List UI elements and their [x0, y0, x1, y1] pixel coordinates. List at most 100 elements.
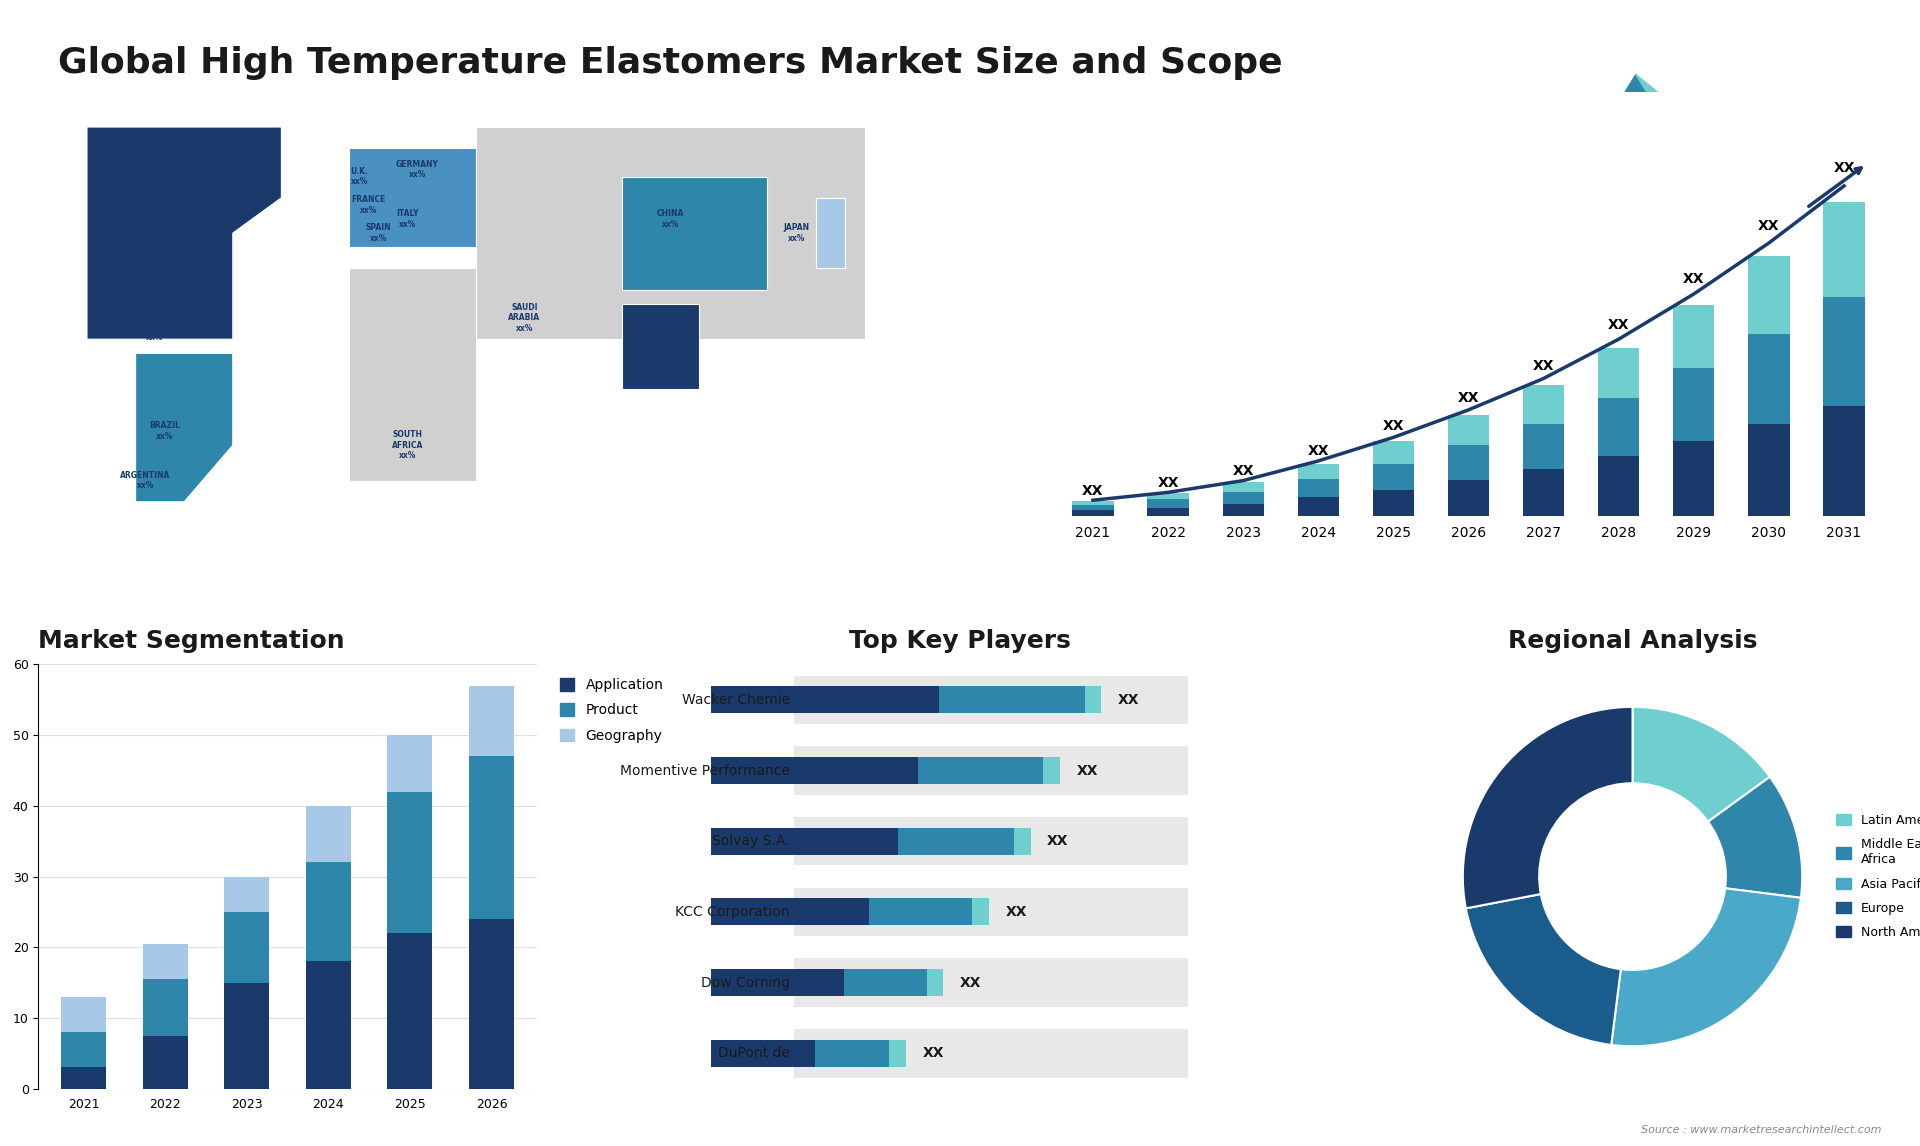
Text: ARGENTINA
xx%: ARGENTINA xx%	[121, 471, 171, 490]
Bar	[1043, 758, 1060, 784]
Text: XX: XX	[1006, 905, 1027, 919]
Bar	[1448, 415, 1490, 445]
Text: KCC Corporation: KCC Corporation	[676, 905, 789, 919]
Bar	[1148, 508, 1188, 516]
Text: XX: XX	[1046, 834, 1069, 848]
Bar	[795, 1029, 1188, 1077]
Bar	[927, 970, 943, 996]
Bar	[225, 912, 269, 982]
Bar	[305, 961, 351, 1089]
Text: U.S.
xx%: U.S. xx%	[117, 237, 134, 257]
Bar	[388, 933, 432, 1089]
Text: SPAIN
xx%: SPAIN xx%	[367, 223, 392, 243]
Bar	[899, 827, 1014, 855]
Bar	[710, 898, 868, 925]
Bar	[61, 997, 106, 1033]
Bar	[1014, 827, 1031, 855]
Bar	[1448, 480, 1490, 516]
Legend: Application, Product, Geography: Application, Product, Geography	[553, 672, 670, 749]
Bar	[1071, 501, 1114, 504]
Text: XX: XX	[1457, 391, 1478, 405]
Text: XX: XX	[1077, 763, 1098, 777]
Bar	[814, 1039, 889, 1067]
Title: Regional Analysis: Regional Analysis	[1507, 629, 1757, 653]
Bar	[1298, 497, 1338, 516]
Polygon shape	[349, 268, 476, 480]
Bar	[1223, 504, 1263, 516]
Bar	[1672, 305, 1715, 368]
Text: Wacker Chemie: Wacker Chemie	[682, 693, 789, 707]
Text: XX: XX	[1607, 319, 1630, 332]
Polygon shape	[622, 304, 699, 388]
Bar	[1672, 441, 1715, 516]
Title: Top Key Players: Top Key Players	[849, 629, 1071, 653]
Wedge shape	[1465, 894, 1620, 1045]
Bar	[61, 1067, 106, 1089]
Bar	[889, 1039, 906, 1067]
Text: MARKET
RESEARCH
INTELLECT: MARKET RESEARCH INTELLECT	[1695, 45, 1761, 81]
Bar	[1298, 479, 1338, 497]
Bar	[142, 1036, 188, 1089]
Text: CANADA
xx%: CANADA xx%	[136, 152, 173, 172]
Text: XX: XX	[1308, 444, 1329, 457]
Text: FRANCE
xx%: FRANCE xx%	[351, 195, 386, 214]
Text: Market Segmentation: Market Segmentation	[38, 629, 346, 653]
Polygon shape	[136, 353, 232, 502]
Bar	[1597, 347, 1640, 398]
Bar	[1523, 385, 1565, 424]
Bar	[710, 686, 939, 713]
Bar	[1824, 406, 1864, 516]
Text: Global High Temperature Elastomers Market Size and Scope: Global High Temperature Elastomers Marke…	[58, 46, 1283, 80]
Bar	[1373, 464, 1413, 489]
Bar	[1749, 424, 1789, 516]
Bar	[1672, 368, 1715, 441]
Text: XX: XX	[1233, 464, 1254, 478]
Wedge shape	[1463, 707, 1632, 909]
Text: XX: XX	[960, 975, 981, 990]
Bar	[1148, 494, 1188, 500]
Bar	[468, 919, 515, 1089]
Bar	[1523, 469, 1565, 516]
Bar	[795, 888, 1188, 936]
Polygon shape	[349, 148, 476, 248]
Text: INDIA
xx%: INDIA xx%	[639, 344, 662, 363]
Bar	[1523, 424, 1565, 469]
Text: XX: XX	[924, 1046, 945, 1060]
Text: JAPAN
xx%: JAPAN xx%	[783, 223, 810, 243]
Bar	[1597, 398, 1640, 456]
Polygon shape	[622, 176, 768, 290]
Bar	[1824, 297, 1864, 406]
Text: XX: XX	[1532, 359, 1555, 372]
Bar	[710, 1039, 814, 1067]
Bar	[1373, 489, 1413, 516]
Polygon shape	[816, 198, 845, 268]
Bar	[972, 898, 989, 925]
Bar	[710, 827, 899, 855]
Bar	[142, 979, 188, 1036]
Text: XX: XX	[1083, 484, 1104, 497]
Polygon shape	[476, 127, 864, 339]
Text: CHINA
xx%: CHINA xx%	[657, 210, 684, 229]
Text: XX: XX	[1382, 419, 1404, 433]
Legend: Latin America, Middle East &
Africa, Asia Pacific, Europe, North America: Latin America, Middle East & Africa, Asi…	[1830, 808, 1920, 945]
Text: DuPont de: DuPont de	[718, 1046, 789, 1060]
Bar	[468, 756, 515, 919]
Bar	[468, 685, 515, 756]
Text: XX: XX	[1117, 693, 1139, 707]
Wedge shape	[1709, 777, 1803, 897]
Text: ITALY
xx%: ITALY xx%	[396, 210, 419, 229]
Bar	[795, 746, 1188, 794]
Bar	[1749, 256, 1789, 335]
Bar	[1148, 500, 1188, 508]
Bar	[1085, 686, 1102, 713]
Text: U.K.
xx%: U.K. xx%	[349, 167, 369, 187]
Bar	[868, 898, 972, 925]
Bar	[939, 686, 1085, 713]
Bar	[1223, 482, 1263, 492]
Wedge shape	[1632, 707, 1770, 822]
Bar	[710, 970, 843, 996]
Bar	[1071, 510, 1114, 516]
Bar	[61, 1033, 106, 1067]
Text: Solvay S.A.: Solvay S.A.	[712, 834, 789, 848]
Bar	[1298, 464, 1338, 479]
